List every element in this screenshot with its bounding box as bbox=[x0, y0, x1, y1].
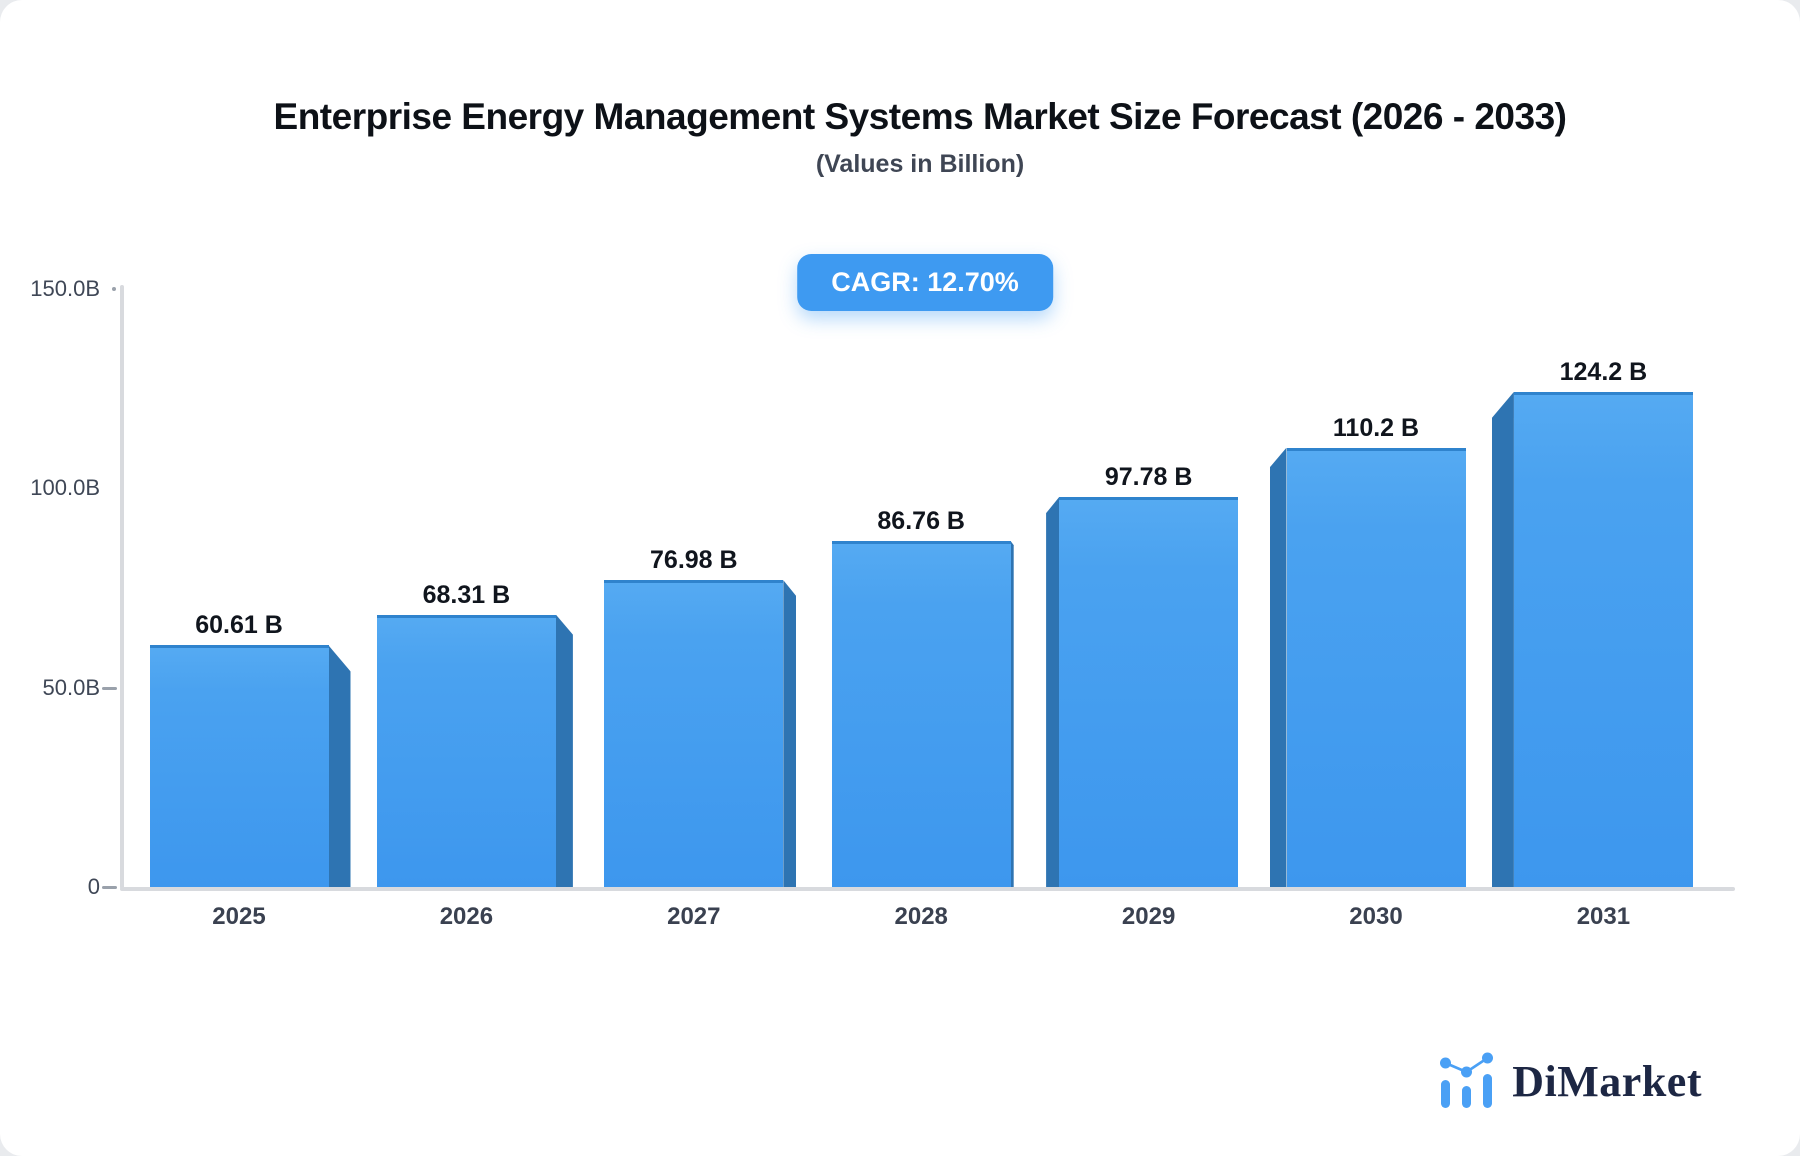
bar-side-panel bbox=[1010, 541, 1014, 887]
bar-2031 bbox=[1513, 391, 1693, 887]
bar-value-label: 124.2 B bbox=[1559, 357, 1648, 386]
y-tick-label: 50.0B bbox=[42, 674, 101, 700]
bar-value-label: 97.78 B bbox=[1104, 463, 1193, 492]
x-axis-label: 2029 bbox=[1121, 903, 1176, 930]
bar-side-panel bbox=[783, 580, 797, 887]
y-tick-label: 100.0B bbox=[30, 475, 100, 501]
x-axis-label: 2026 bbox=[439, 903, 494, 930]
bar-2030 bbox=[1286, 447, 1466, 887]
bar-side-panel bbox=[1491, 391, 1514, 887]
x-axis-label: 2028 bbox=[894, 903, 948, 930]
bar-side-panel bbox=[555, 614, 573, 887]
bar-value-label: 110.2 B bbox=[1332, 413, 1420, 442]
bar-side-panel bbox=[1046, 497, 1060, 887]
bar-2027 bbox=[604, 580, 784, 887]
x-axis-line bbox=[120, 887, 1735, 891]
dimarket-logo: DiMarket bbox=[1436, 1050, 1702, 1112]
chart-title: Enterprise Energy Management Systems Mar… bbox=[273, 96, 1567, 137]
x-axis-label: 2027 bbox=[667, 903, 721, 930]
bar-2028 bbox=[831, 541, 1011, 887]
chart-subtitle: (Values in Billion) bbox=[815, 150, 1025, 178]
y-tick-mark bbox=[102, 686, 117, 690]
logo-text: DiMarket bbox=[1512, 1056, 1702, 1106]
cagr-badge: CAGR: 12.70% bbox=[797, 254, 1053, 311]
bar-2025 bbox=[149, 645, 329, 887]
y-tick-label: 150.0B bbox=[30, 276, 100, 301]
y-tick-mark bbox=[112, 287, 116, 291]
bar-value-label: 76.98 B bbox=[650, 546, 738, 575]
bar-2029 bbox=[1059, 497, 1239, 887]
x-axis-label: 2030 bbox=[1349, 903, 1403, 930]
bar-2026 bbox=[376, 614, 556, 887]
bar-side-panel bbox=[1269, 447, 1287, 887]
bar-value-label: 86.76 B bbox=[877, 507, 965, 536]
x-axis-label: 2025 bbox=[212, 903, 266, 930]
y-tick-mark bbox=[102, 886, 117, 889]
bar-value-label: 68.31 B bbox=[422, 580, 511, 609]
y-tick-label: 0 bbox=[87, 874, 100, 899]
bar-value-label: 60.61 B bbox=[195, 611, 283, 640]
logo-bar-chart-icon bbox=[1440, 1052, 1494, 1108]
y-axis-line bbox=[120, 285, 124, 889]
bar-side-panel bbox=[328, 645, 351, 887]
x-axis-label: 2031 bbox=[1576, 903, 1631, 930]
chart-header: Enterprise Energy Management Systems Mar… bbox=[20, 0, 1800, 179]
